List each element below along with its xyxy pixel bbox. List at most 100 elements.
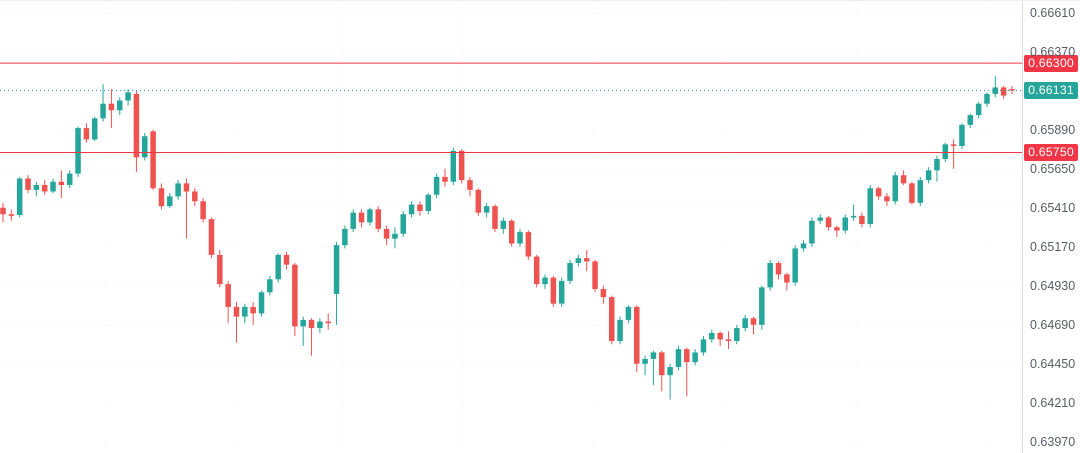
- candle: [792, 245, 798, 286]
- price-tick-label: 0.63970: [1030, 434, 1076, 449]
- candle: [116, 97, 123, 116]
- candle: [642, 355, 648, 376]
- candle: [542, 274, 548, 290]
- candle: [992, 76, 999, 98]
- candle: [675, 345, 682, 371]
- candle: [267, 276, 273, 296]
- candle: [500, 217, 507, 234]
- candle: [183, 178, 190, 239]
- candle: [859, 212, 865, 228]
- candle: [41, 180, 48, 195]
- candle: [700, 336, 707, 356]
- candle: [750, 316, 757, 335]
- candle: [75, 126, 81, 177]
- candle: [925, 167, 932, 184]
- candle: [742, 315, 748, 332]
- candle: [408, 201, 415, 218]
- candle: [242, 303, 248, 324]
- candle: [525, 230, 532, 260]
- candle: [275, 253, 281, 283]
- candle: [483, 202, 490, 218]
- candle: [458, 149, 465, 184]
- candle: [317, 318, 323, 333]
- candle: [108, 89, 115, 129]
- candle: [192, 188, 198, 207]
- candle: [258, 290, 265, 317]
- candle: [392, 227, 398, 249]
- price-tick-label: 0.64450: [1030, 356, 1076, 371]
- candle: [292, 263, 298, 337]
- candle: [634, 305, 640, 372]
- candle: [659, 350, 665, 392]
- candle: [158, 183, 165, 210]
- price-line-badge-lower: 0.65750: [1024, 143, 1078, 161]
- candle: [984, 92, 990, 107]
- candle: [283, 251, 290, 270]
- candle: [125, 89, 131, 106]
- candle: [225, 280, 231, 324]
- price-tick-label: 0.66370: [1030, 44, 1076, 59]
- candle: [767, 259, 773, 291]
- price-tick-label: 0.65890: [1030, 122, 1076, 137]
- candle: [66, 170, 73, 189]
- candle: [967, 113, 974, 129]
- candle: [650, 350, 657, 385]
- price-tick-label: 0.65650: [1030, 161, 1076, 176]
- candle: [508, 219, 515, 247]
- candle: [567, 259, 573, 285]
- candle: [350, 209, 356, 233]
- grid: [0, 1, 1023, 453]
- candle: [608, 295, 615, 345]
- candle: [517, 228, 523, 247]
- candle: [50, 178, 56, 194]
- price-line-badge-upper: 0.66300: [1024, 54, 1078, 72]
- plot-area[interactable]: [0, 1, 1023, 453]
- candle: [825, 215, 832, 231]
- candle: [842, 214, 848, 234]
- candle: [433, 173, 440, 198]
- candle: [33, 181, 40, 197]
- candle: [467, 176, 473, 197]
- candle: [100, 84, 106, 122]
- candle: [83, 123, 90, 143]
- candle: [217, 250, 223, 288]
- candle: [400, 211, 407, 238]
- candle: [625, 305, 632, 324]
- price-tick-label: 0.64690: [1030, 317, 1076, 332]
- candle: [1000, 85, 1007, 99]
- candle: [959, 123, 965, 150]
- candle: [1009, 85, 1015, 94]
- candle: [875, 186, 882, 200]
- candle: [442, 168, 448, 187]
- candle: [817, 214, 823, 225]
- candle: [550, 276, 557, 307]
- candle: [575, 254, 582, 267]
- candle: [692, 349, 698, 366]
- candle: [0, 202, 6, 223]
- candle: [709, 329, 715, 343]
- candle: [133, 90, 140, 172]
- price-tick-label: 0.65410: [1030, 200, 1076, 215]
- candle: [592, 259, 598, 293]
- candle: [250, 302, 256, 325]
- candle: [917, 176, 924, 207]
- price-axis[interactable]: 0.66300 0.65750 0.66131 0.66610 0.66370 0.…: [1022, 1, 1080, 453]
- candle: [867, 184, 873, 228]
- candle: [834, 225, 840, 238]
- candle: [325, 313, 331, 330]
- candle: [725, 331, 732, 350]
- candle: [91, 116, 98, 142]
- candle: [775, 261, 782, 280]
- candle: [25, 175, 31, 194]
- candle: [950, 139, 957, 169]
- candle: [300, 316, 306, 346]
- candle: [383, 225, 390, 246]
- candle: [850, 204, 857, 221]
- price-tick-label: 0.64210: [1030, 395, 1076, 410]
- candle: [16, 176, 23, 218]
- candle: [417, 201, 423, 216]
- candle: [200, 197, 206, 223]
- candle: [425, 193, 432, 215]
- price-tick-label: 0.66610: [1030, 5, 1076, 20]
- candle: [558, 277, 565, 307]
